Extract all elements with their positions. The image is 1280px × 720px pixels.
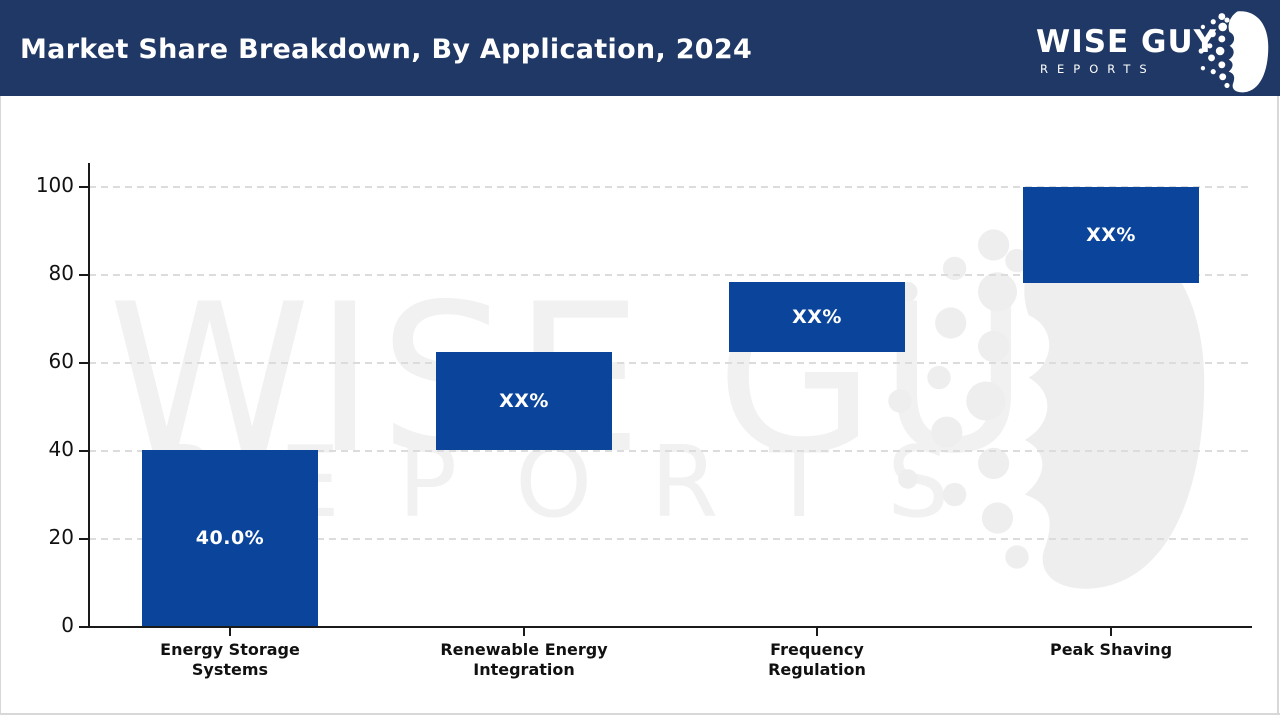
x-tick-energy-storage <box>229 628 231 636</box>
y-tick-0 <box>79 626 89 628</box>
x-label-frequency-regulation: Frequency Regulation <box>702 640 932 680</box>
x-label-line: Peak Shaving <box>1049 640 1173 659</box>
y-tick-label: 20 <box>48 525 74 549</box>
x-label-line: Frequency <box>770 640 864 659</box>
gridline-100 <box>89 186 1252 188</box>
gridline-40 <box>89 450 1252 452</box>
brand-logo: WISE GUY REPORTS <box>1008 8 1269 93</box>
page-title: Market Share Breakdown, By Application, … <box>20 34 753 65</box>
y-tick-label: 60 <box>48 349 74 373</box>
y-tick-label: 0 <box>61 613 74 637</box>
x-axis-spine <box>88 626 1252 628</box>
bar-value-label: XX% <box>792 306 842 328</box>
bar-value-label: 40.0% <box>195 527 265 549</box>
y-tick-60 <box>79 362 89 364</box>
x-label-line: Integration <box>473 660 575 679</box>
bar-energy-storage-systems: 40.0% <box>142 450 318 626</box>
gridline-80 <box>89 274 1252 276</box>
x-tick-renewable-energy <box>523 628 525 636</box>
x-label-peak-shaving: Peak Shaving <box>996 640 1226 660</box>
x-label-renewable-energy: Renewable Energy Integration <box>409 640 639 680</box>
y-tick-label: 40 <box>48 437 74 461</box>
y-tick-label: 80 <box>48 261 74 285</box>
bar-frequency-regulation: XX% <box>729 282 905 352</box>
x-label-line: Energy Storage <box>160 640 300 659</box>
y-tick-20 <box>79 538 89 540</box>
right-border <box>1277 96 1279 715</box>
bar-value-label: XX% <box>1086 224 1136 246</box>
header-bar: Market Share Breakdown, By Application, … <box>0 0 1280 96</box>
y-tick-80 <box>79 274 89 276</box>
y-tick-label: 100 <box>35 173 74 197</box>
bar-renewable-energy-integration: XX% <box>436 352 612 450</box>
x-label-line: Systems <box>191 660 269 679</box>
left-border <box>0 96 1 715</box>
brand-subtitle: REPORTS <box>1040 62 1156 76</box>
gridline-60 <box>89 362 1252 364</box>
y-tick-100 <box>79 186 89 188</box>
y-tick-40 <box>79 450 89 452</box>
brand-face-icon <box>1198 11 1269 93</box>
bar-value-label: XX% <box>499 390 549 412</box>
bar-peak-shaving: XX% <box>1023 187 1199 283</box>
x-label-line: Renewable Energy <box>440 640 608 659</box>
brand-name: WISE GUY <box>1036 24 1218 60</box>
watermark-face-logo <box>888 221 1205 589</box>
x-tick-frequency-regulation <box>816 628 818 636</box>
x-label-energy-storage: Energy Storage Systems <box>115 640 345 680</box>
x-label-line: Regulation <box>768 660 866 679</box>
gridline-20 <box>89 538 1252 540</box>
x-tick-peak-shaving <box>1110 628 1112 636</box>
y-axis-spine <box>88 163 90 628</box>
bottom-border <box>0 713 1280 715</box>
